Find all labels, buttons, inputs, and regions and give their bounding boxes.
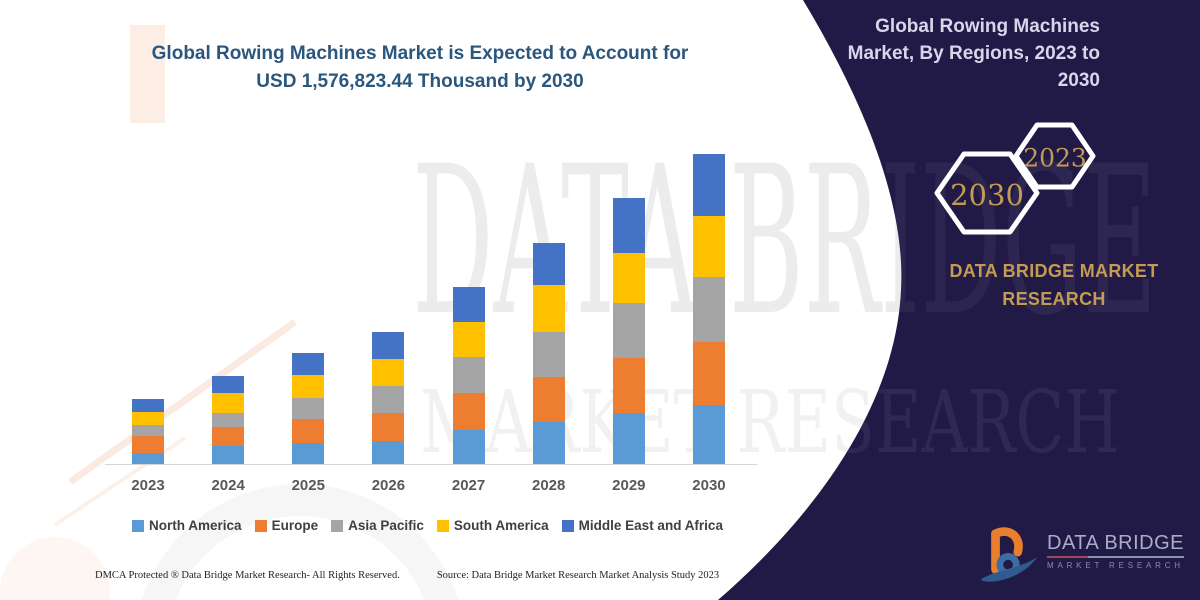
legend-swatch-middle-east-and-africa [561,519,574,532]
legend-item-asia-pacific: Asia Pacific [331,518,424,533]
x-tick-2026: 2026 [371,477,406,494]
legend-item-europe: Europe [254,518,319,533]
x-tick-2030: 2030 [692,477,726,494]
bar-2029-europe [612,358,645,414]
panel-title-line2: Market, By Regions, 2023 to [847,42,1100,64]
bar-2024-asia-pacific [212,412,245,427]
x-tick-2025: 2025 [291,477,325,494]
x-tick-2027: 2027 [451,477,486,494]
bar-2026-asia-pacific [372,386,405,414]
x-tick-2028: 2028 [532,477,566,494]
panel-title-line1: Global Rowing Machines [875,16,1100,37]
legend-label-middle-east-and-africa: Middle East and Africa [578,518,723,533]
bar-2027-europe [452,393,485,431]
bar-2027-asia-pacific [452,356,485,394]
chart-title-line2: USD 1,576,823.44 Thousand by 2030 [256,70,584,92]
logo-name: DATA BRIDGE [1047,532,1185,554]
bar-2025-south-america [292,375,325,398]
bar-2028-europe [532,376,565,422]
bar-2027-north-america [452,430,485,465]
bar-2025-asia-pacific [292,397,325,420]
legend-item-north-america: North America [132,518,242,533]
bar-2030-middle-east-and-africa [692,154,725,216]
legend-swatch-north-america [132,519,145,532]
data-bridge-logo-icon [981,527,1038,582]
bar-2023-south-america [132,411,164,425]
bar-2028-south-america [532,284,565,332]
legend-label-south-america: South America [453,518,549,533]
logo-text: DATA BRIDGE MARKET RESEARCH [1047,524,1185,570]
bar-2028-north-america [532,421,565,465]
chart-title: Global Rowing Machines Market is Expecte… [95,40,745,95]
x-tick-2029: 2029 [612,477,646,494]
x-tick-2023: 2023 [131,477,165,494]
panel-title: Global Rowing Machines Market, By Region… [830,14,1100,95]
bar-2029-asia-pacific [612,303,645,359]
bar-2028-middle-east-and-africa [532,243,565,285]
legend-label-north-america: North America [149,518,242,533]
bar-2025-europe [292,419,325,444]
decorative-ribbons [0,25,298,600]
logo-subtitle: MARKET RESEARCH [1047,561,1184,570]
bar-2030-north-america [692,405,725,465]
panel-title-line3: 2030 [1057,69,1100,91]
x-tick-2024: 2024 [211,477,245,494]
bar-2028-asia-pacific [532,331,565,377]
legend-swatch-europe [254,519,267,532]
footer: DMCA Protected ® Data Bridge Market Rese… [95,570,775,581]
bar-2030-asia-pacific [692,276,725,342]
bar-2023-europe [132,436,164,453]
legend-item-south-america: South America [436,518,549,533]
bar-2023-middle-east-and-africa [132,398,164,412]
bar-2026-europe [372,413,405,441]
bar-2029-south-america [612,253,645,304]
bar-2024-middle-east-and-africa [212,376,245,394]
data-bridge-logo: DATA BRIDGE MARKET RESEARCH [981,524,1191,584]
hexagon-2023: 2023 [1013,122,1096,190]
bar-2030-europe [692,341,725,406]
bar-2026-south-america [372,358,405,387]
bar-2030-south-america [692,215,725,277]
bar-2023-asia-pacific [132,424,164,437]
chart-legend: North America Europe Asia Pacific South Ame… [95,518,760,533]
legend-swatch-south-america [436,519,449,532]
legend-label-europe: Europe [271,518,319,533]
bar-2023-north-america [132,452,164,465]
bar-2024-south-america [212,393,245,413]
bar-2024-europe [212,426,245,447]
bar-2027-south-america [452,321,485,357]
hexagon-2030: 2030 [934,151,1040,235]
brand-wordmark: DATA BRIDGE MARKET RESEARCH [923,258,1185,314]
bar-2029-north-america [612,413,645,465]
legend-swatch-asia-pacific [331,519,344,532]
hexagon-2030-label: 2030 [950,178,1024,212]
legend-label-asia-pacific: Asia Pacific [348,518,424,533]
brand-line1: DATA BRIDGE MARKET [949,261,1159,281]
legend-item-middle-east-and-africa: Middle East and Africa [561,518,723,533]
chart-title-line1: Global Rowing Machines Market is Expecte… [151,43,689,64]
bar-2026-middle-east-and-africa [372,331,405,359]
brand-line2: RESEARCH [1002,288,1106,309]
bar-2025-north-america [292,443,325,465]
bar-2027-middle-east-and-africa [452,286,485,322]
source-text: Source: Data Bridge Market Research Mark… [436,570,720,581]
logo-divider [1047,556,1185,558]
bar-2029-middle-east-and-africa [612,198,645,254]
dmca-text: DMCA Protected ® Data Bridge Market Rese… [95,570,400,581]
x-axis-line [105,464,757,465]
hexagon-2023-label: 2023 [1023,144,1087,173]
bar-2026-north-america [372,440,405,465]
bar-2025-middle-east-and-africa [292,352,325,376]
bar-2024-north-america [212,446,245,465]
navy-panel [718,0,1200,600]
